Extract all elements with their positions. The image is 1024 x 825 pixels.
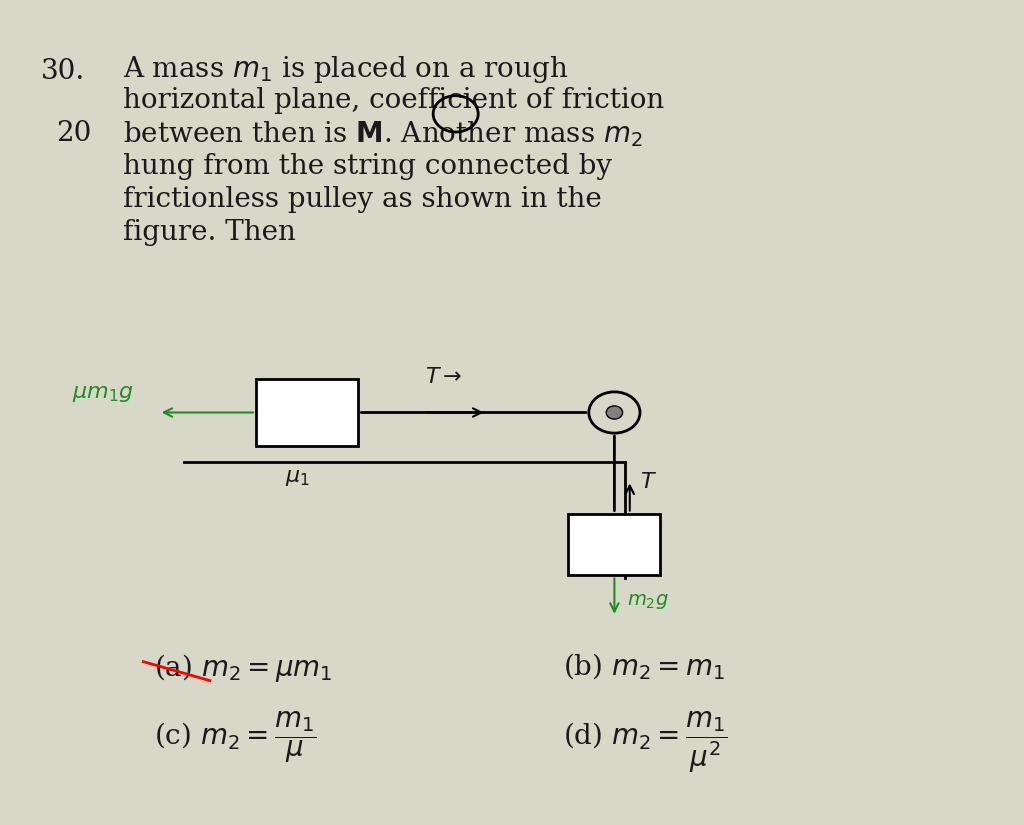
FancyBboxPatch shape [568, 513, 660, 576]
Text: between then is $\mathbf{M}$. Another mass $m_2$: between then is $\mathbf{M}$. Another ma… [123, 120, 642, 149]
Text: (b) $m_2 = m_1$: (b) $m_2 = m_1$ [563, 652, 725, 682]
Circle shape [606, 406, 623, 419]
Text: $\mu_1$: $\mu_1$ [285, 466, 309, 488]
Text: horizontal plane, coefficient of friction: horizontal plane, coefficient of frictio… [123, 87, 665, 114]
Text: hung from the string connected by: hung from the string connected by [123, 153, 612, 180]
Text: $\mu m_1 g$: $\mu m_1 g$ [72, 382, 133, 404]
Text: $T$: $T$ [640, 471, 657, 493]
Text: (a) $m_2 = \mu m_1$: (a) $m_2 = \mu m_1$ [154, 652, 332, 684]
Text: 20: 20 [56, 120, 92, 147]
Text: 30.: 30. [41, 58, 85, 85]
FancyBboxPatch shape [256, 380, 358, 446]
Text: $m_2$: $m_2$ [595, 531, 634, 558]
Text: (c) $m_2 = \dfrac{m_1}{\mu}$: (c) $m_2 = \dfrac{m_1}{\mu}$ [154, 710, 316, 765]
Text: A mass $m_1$ is placed on a rough: A mass $m_1$ is placed on a rough [123, 54, 568, 85]
Text: frictionless pulley as shown in the: frictionless pulley as shown in the [123, 186, 602, 213]
Text: $m_1$: $m_1$ [288, 399, 327, 426]
Text: $m_2 g$: $m_2 g$ [627, 592, 669, 611]
Text: $T\rightarrow$: $T\rightarrow$ [425, 365, 463, 388]
Text: figure. Then: figure. Then [123, 219, 296, 246]
Text: (d) $m_2 = \dfrac{m_1}{\mu^2}$: (d) $m_2 = \dfrac{m_1}{\mu^2}$ [563, 710, 728, 775]
